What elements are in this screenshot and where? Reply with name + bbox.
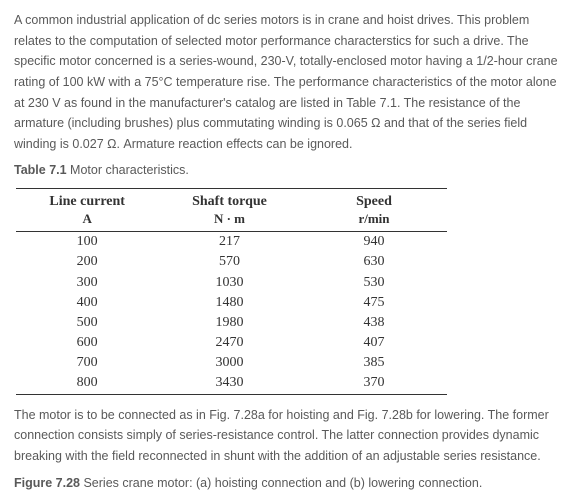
motor-characteristics-table: Line current A Shaft torque N · m Speed …: [16, 188, 447, 394]
table-row: 3001030530: [16, 273, 447, 293]
cell: 800: [16, 373, 158, 393]
cell: 475: [301, 293, 448, 313]
table-row: 7003000385: [16, 353, 447, 373]
cell: 217: [158, 232, 300, 252]
table-row: 8003430370: [16, 373, 447, 393]
cell: 385: [301, 353, 448, 373]
col-unit: N · m: [158, 211, 300, 227]
cell: 1480: [158, 293, 300, 313]
cell: 500: [16, 313, 158, 333]
cell: 100: [16, 232, 158, 252]
intro-paragraph: A common industrial application of dc se…: [14, 10, 567, 154]
cell: 3430: [158, 373, 300, 393]
figure-caption-text: Series crane motor: (a) hoisting connect…: [80, 476, 482, 490]
col-header-speed: Speed r/min: [301, 189, 448, 231]
cell: 600: [16, 333, 158, 353]
table-row: 100217940: [16, 232, 447, 252]
col-unit: A: [16, 211, 158, 227]
cell: 300: [16, 273, 158, 293]
cell: 940: [301, 232, 448, 252]
cell: 1030: [158, 273, 300, 293]
cell: 2470: [158, 333, 300, 353]
table-caption-label: Table 7.1: [14, 163, 67, 177]
figure-caption-label: Figure 7.28: [14, 476, 80, 490]
cell: 1980: [158, 313, 300, 333]
figure-caption: Figure 7.28 Series crane motor: (a) hois…: [14, 473, 567, 493]
cell: 700: [16, 353, 158, 373]
cell: 400: [16, 293, 158, 313]
table-header-row: Line current A Shaft torque N · m Speed …: [16, 188, 447, 232]
table-caption-text: Motor characteristics.: [67, 163, 189, 177]
col-header-line-current: Line current A: [16, 189, 158, 231]
table-row: 4001480475: [16, 293, 447, 313]
col-title: Line current: [16, 193, 158, 211]
col-title: Speed: [301, 193, 448, 211]
col-header-shaft-torque: Shaft torque N · m: [158, 189, 300, 231]
cell: 530: [301, 273, 448, 293]
col-title: Shaft torque: [158, 193, 300, 211]
connection-paragraph: The motor is to be connected as in Fig. …: [14, 405, 567, 467]
col-unit: r/min: [301, 211, 448, 227]
table-row: 200570630: [16, 252, 447, 272]
table-row: 5001980438: [16, 313, 447, 333]
table-body: 100217940 200570630 3001030530 400148047…: [16, 232, 447, 395]
cell: 630: [301, 252, 448, 272]
cell: 438: [301, 313, 448, 333]
table-caption: Table 7.1 Motor characteristics.: [14, 160, 567, 180]
table-row: 6002470407: [16, 333, 447, 353]
cell: 370: [301, 373, 448, 393]
cell: 407: [301, 333, 448, 353]
cell: 570: [158, 252, 300, 272]
cell: 3000: [158, 353, 300, 373]
cell: 200: [16, 252, 158, 272]
